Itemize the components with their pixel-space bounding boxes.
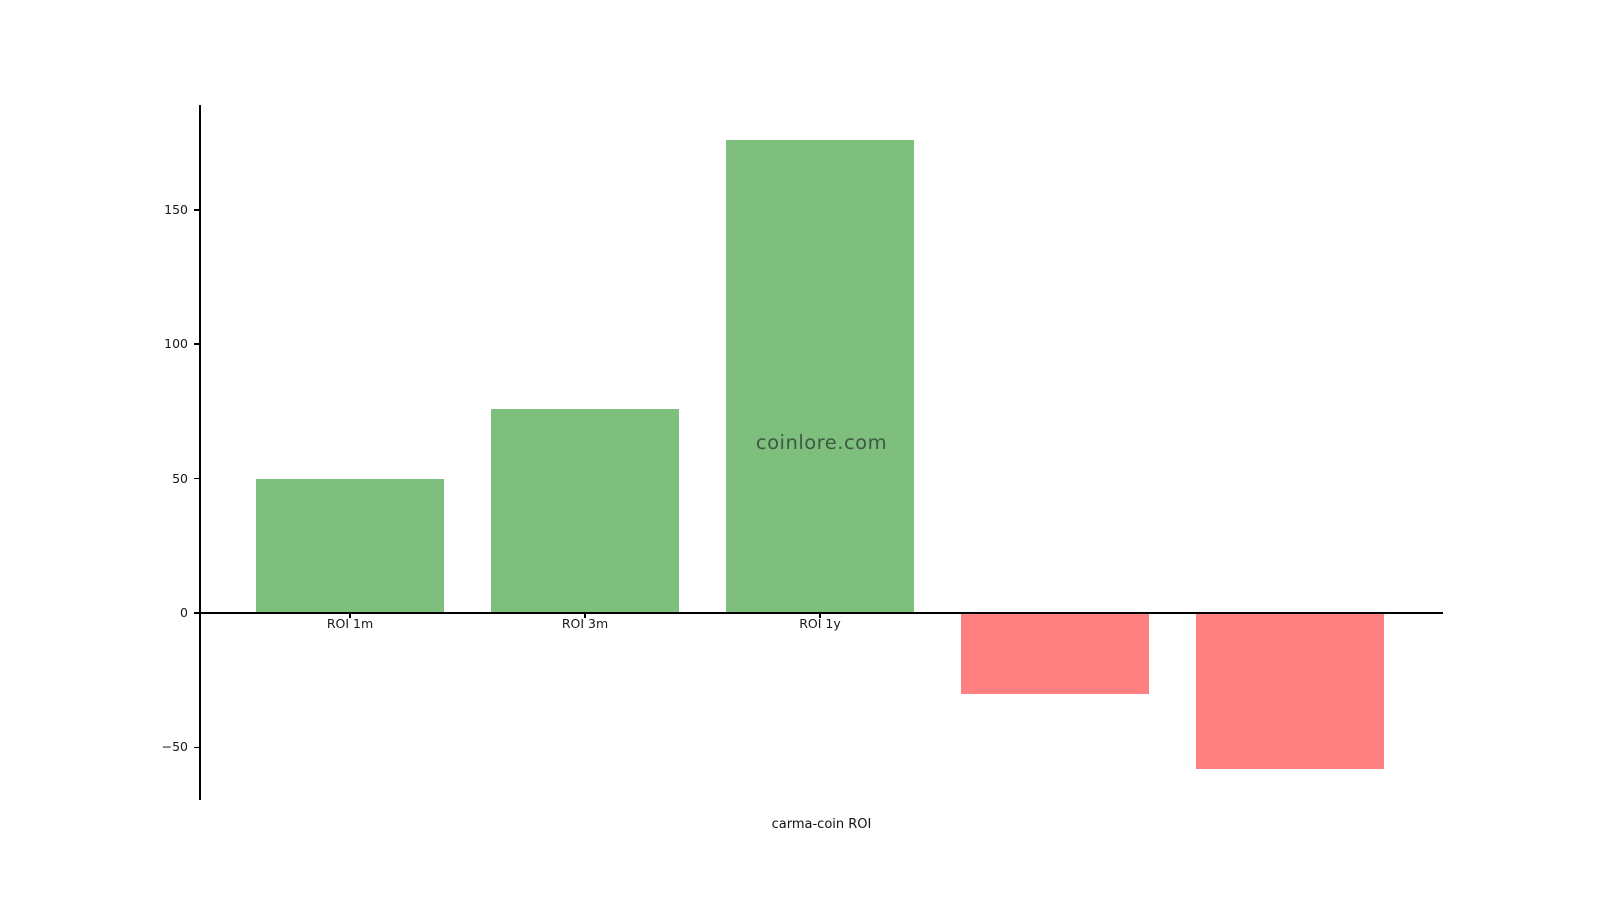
y-axis-tick-label: −50 xyxy=(161,739,188,755)
bar-roi-1m xyxy=(256,478,444,613)
bar-roi-1y xyxy=(726,139,914,613)
x-axis-tick-label: ROI 3m xyxy=(561,615,609,631)
bar-roi-3m xyxy=(491,408,679,613)
y-axis-spine xyxy=(199,105,201,800)
y-axis-tick xyxy=(194,746,200,749)
y-axis-tick xyxy=(194,477,200,480)
x-axis-tick-label: ROI 1m xyxy=(326,615,374,631)
plot-area: 150 100 50 0 −50 ROI 1m ROI 3m ROI 1y xyxy=(162,105,1443,800)
y-axis-tick xyxy=(194,612,200,614)
x-axis-line xyxy=(200,612,1443,614)
y-axis-tick xyxy=(194,209,200,211)
y-axis-tick xyxy=(194,343,200,345)
x-axis-title: carma-coin ROI xyxy=(771,817,872,832)
watermark-text: coinlore.com xyxy=(755,431,888,454)
y-axis-tick-label: 150 xyxy=(164,201,188,217)
y-axis-tick-label: 100 xyxy=(164,336,188,352)
bar-unlabeled-4 xyxy=(961,612,1149,694)
x-axis-tick-label: ROI 1y xyxy=(799,615,841,631)
bar-unlabeled-5 xyxy=(1196,612,1384,769)
x-axis-tick xyxy=(349,612,351,618)
x-axis-tick xyxy=(819,612,821,618)
x-axis-tick xyxy=(584,612,586,618)
y-axis-tick-label: 0 xyxy=(180,604,188,620)
y-axis-tick-label: 50 xyxy=(172,470,188,486)
